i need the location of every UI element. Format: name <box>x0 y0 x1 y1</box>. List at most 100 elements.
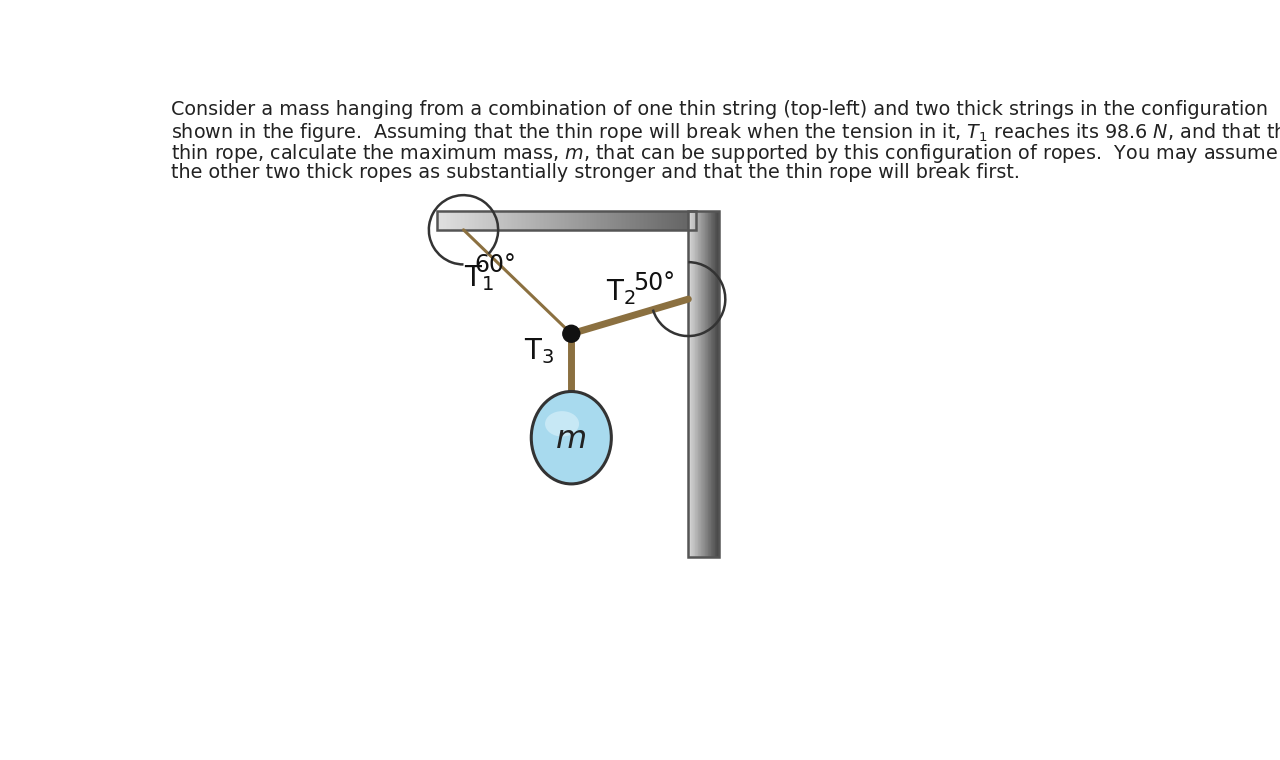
Bar <box>627 211 628 230</box>
Bar <box>532 211 534 230</box>
Bar <box>518 211 520 230</box>
Bar <box>636 211 637 230</box>
Bar <box>687 211 689 230</box>
Bar <box>529 211 530 230</box>
Bar <box>462 211 465 230</box>
Bar <box>620 211 621 230</box>
Bar <box>520 211 521 230</box>
Bar <box>481 211 483 230</box>
Bar <box>677 211 678 230</box>
Text: T$_2$: T$_2$ <box>605 277 635 307</box>
Bar <box>506 211 507 230</box>
Bar <box>646 211 649 230</box>
Bar <box>457 211 460 230</box>
Bar <box>590 211 591 230</box>
Bar <box>442 211 443 230</box>
Bar <box>568 211 571 230</box>
Bar <box>502 211 503 230</box>
Bar <box>488 211 489 230</box>
Bar <box>524 211 525 230</box>
Bar <box>439 211 440 230</box>
Bar <box>563 211 566 230</box>
Bar <box>549 211 552 230</box>
Bar <box>509 211 511 230</box>
Bar <box>579 211 580 230</box>
Bar <box>548 211 550 230</box>
Bar <box>517 211 518 230</box>
Bar <box>644 211 646 230</box>
Bar <box>614 211 616 230</box>
Bar <box>580 211 581 230</box>
Bar <box>643 211 645 230</box>
Bar <box>550 211 553 230</box>
Bar <box>558 211 561 230</box>
Bar <box>664 211 667 230</box>
Bar <box>585 211 586 230</box>
Bar <box>467 211 470 230</box>
Bar <box>694 211 695 230</box>
Bar <box>652 211 654 230</box>
Bar <box>576 211 577 230</box>
Bar <box>516 211 517 230</box>
Text: T$_1$: T$_1$ <box>463 263 494 293</box>
Bar <box>663 211 666 230</box>
Bar <box>594 211 595 230</box>
Bar <box>511 211 512 230</box>
Bar <box>571 211 573 230</box>
Text: the other two thick ropes as substantially stronger and that the thin rope will : the other two thick ropes as substantial… <box>172 163 1020 182</box>
Bar <box>515 211 516 230</box>
Bar <box>536 211 538 230</box>
Bar <box>444 211 445 230</box>
Bar <box>498 211 499 230</box>
Bar <box>621 211 622 230</box>
Circle shape <box>563 325 580 342</box>
Bar <box>499 211 500 230</box>
Bar <box>637 211 639 230</box>
Bar <box>591 211 593 230</box>
Bar <box>477 211 480 230</box>
Bar <box>586 211 588 230</box>
Bar <box>497 211 498 230</box>
Bar <box>492 211 493 230</box>
Bar <box>671 211 672 230</box>
Text: 50°: 50° <box>632 271 675 295</box>
Bar <box>680 211 681 230</box>
Bar <box>666 211 668 230</box>
Bar <box>589 211 590 230</box>
Bar <box>476 211 479 230</box>
Bar <box>535 211 536 230</box>
Bar <box>602 211 603 230</box>
Bar <box>445 211 447 230</box>
Bar <box>626 211 627 230</box>
Bar <box>521 211 522 230</box>
Bar <box>483 211 484 230</box>
Bar <box>494 211 495 230</box>
Bar <box>689 211 690 230</box>
Bar <box>540 211 541 230</box>
Bar <box>443 211 444 230</box>
Bar <box>660 211 663 230</box>
Bar <box>454 211 457 230</box>
Bar <box>617 211 618 230</box>
Bar <box>507 211 508 230</box>
Bar <box>668 211 671 230</box>
Bar <box>489 211 490 230</box>
Bar <box>581 211 582 230</box>
Text: Consider a mass hanging from a combination of one thin string (top-left) and two: Consider a mass hanging from a combinati… <box>172 100 1268 119</box>
Bar <box>634 211 635 230</box>
Bar <box>673 211 675 230</box>
Bar <box>460 211 462 230</box>
Bar <box>541 211 543 230</box>
Bar <box>474 211 476 230</box>
Bar <box>495 211 497 230</box>
Bar <box>531 211 532 230</box>
Bar <box>609 211 611 230</box>
Bar <box>513 211 515 230</box>
Bar <box>490 211 492 230</box>
Bar <box>650 211 653 230</box>
Bar <box>480 211 481 230</box>
Bar <box>470 211 472 230</box>
Bar <box>686 211 687 230</box>
Bar <box>658 211 660 230</box>
Bar <box>468 211 471 230</box>
